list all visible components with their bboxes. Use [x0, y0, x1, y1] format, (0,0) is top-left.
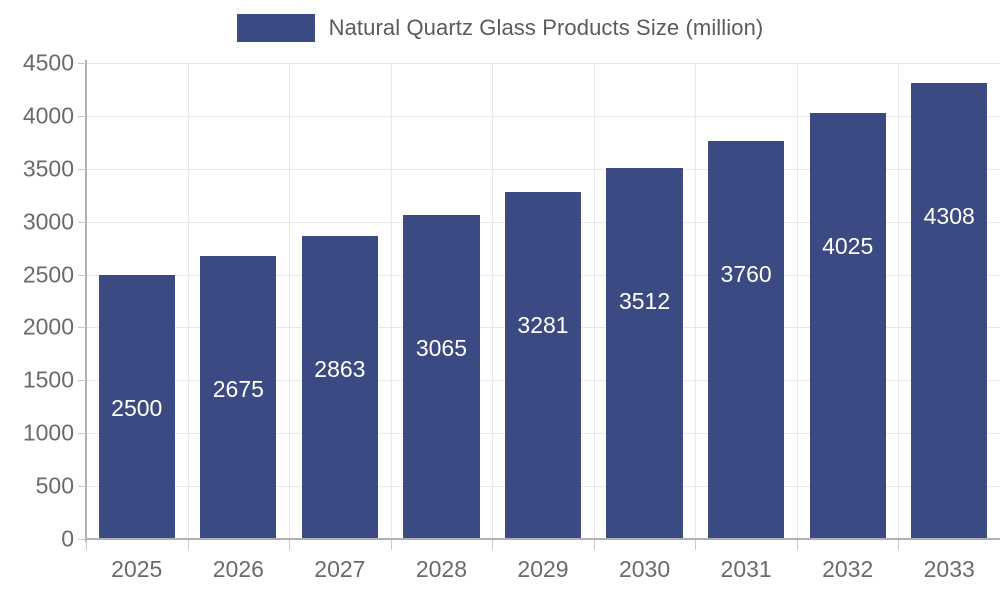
x-axis-tick-label: 2028	[415, 556, 468, 582]
bar[interactable]	[504, 191, 582, 539]
plot-area: 2500 2675 2863 3065 3281 3512 3760 4025 4308	[86, 63, 1000, 540]
x-axis-tick-mark	[187, 540, 189, 550]
chart-legend: Natural Quartz Glass Products Size (mill…	[0, 0, 1000, 56]
y-axis-tick-mark	[78, 221, 86, 223]
bar[interactable]	[98, 274, 175, 539]
bar[interactable]	[606, 167, 683, 539]
x-axis-tick-mark	[86, 540, 87, 550]
x-axis-tick-mark	[289, 540, 291, 550]
x-axis-tick-label: 2030	[618, 556, 671, 582]
y-axis-tick-mark	[78, 168, 86, 170]
y-axis-tick-label: 2500	[22, 261, 74, 288]
legend-label: Natural Quartz Glass Products Size (mill…	[328, 15, 764, 40]
gridline-vertical	[187, 63, 189, 539]
y-axis-tick-mark	[78, 63, 86, 64]
y-axis-tick-label: 4000	[22, 102, 74, 129]
x-axis-tick-label: 2033	[923, 556, 975, 582]
y-axis-line	[85, 60, 87, 542]
x-axis-line	[86, 538, 1000, 540]
gridline-horizontal	[86, 115, 1000, 117]
y-axis-tick-mark	[78, 115, 86, 117]
y-axis-tick-label: 2000	[22, 313, 74, 340]
legend-color-swatch	[236, 14, 315, 42]
bar[interactable]	[809, 113, 886, 539]
y-axis-tick-mark	[78, 274, 86, 276]
x-axis-tick-mark	[898, 540, 900, 550]
x-axis-tick-mark	[492, 540, 494, 550]
gridline-vertical	[390, 63, 392, 539]
y-axis-tick-label: 500	[35, 472, 74, 499]
bar[interactable]	[911, 83, 988, 539]
x-axis-tick-label: 2027	[314, 556, 366, 582]
y-axis-tick-label: 1500	[22, 366, 74, 393]
y-axis-tick-mark	[78, 380, 86, 382]
y-axis-tick-label: 3000	[22, 208, 74, 235]
bar[interactable]	[301, 236, 378, 539]
bar[interactable]	[403, 214, 480, 539]
x-axis-tick-label: 2032	[822, 556, 874, 582]
gridline-horizontal	[86, 63, 1000, 64]
gridline-vertical	[289, 63, 291, 539]
gridline-vertical	[898, 63, 900, 539]
y-axis-tick-label: 4500	[22, 49, 74, 76]
y-axis-tick-label: 1000	[22, 419, 74, 446]
gridline-horizontal	[86, 168, 1000, 170]
y-axis-tick-label: 3500	[22, 155, 74, 182]
x-axis-tick-label: 2026	[212, 556, 264, 582]
y-axis-tick-mark	[78, 433, 86, 435]
y-axis-tick-labels: 0 500 1000 1500 2000 2500 3000 3500 4000 4500	[0, 0, 74, 600]
bar[interactable]	[200, 256, 277, 539]
y-axis-tick-mark	[78, 486, 86, 488]
legend-item[interactable]: Natural Quartz Glass Products Size (mill…	[236, 14, 764, 42]
gridline-vertical	[492, 63, 494, 539]
gridline-vertical	[695, 63, 697, 539]
x-axis-tick-label: 2029	[517, 556, 569, 582]
x-axis-tick-mark	[695, 540, 697, 550]
x-axis-tick-label: 2031	[720, 556, 772, 582]
y-axis-tick-mark	[78, 327, 86, 329]
gridline-vertical	[593, 63, 595, 539]
x-axis-tick-mark	[390, 540, 392, 550]
x-axis-tick-mark	[593, 540, 595, 550]
bar[interactable]	[708, 141, 785, 539]
y-axis-tick-mark	[78, 539, 86, 540]
x-axis-tick-label: 2025	[111, 556, 163, 582]
x-axis-tick-mark	[796, 540, 798, 550]
gridline-vertical	[796, 63, 798, 539]
y-axis-tick-label: 0	[61, 525, 74, 552]
